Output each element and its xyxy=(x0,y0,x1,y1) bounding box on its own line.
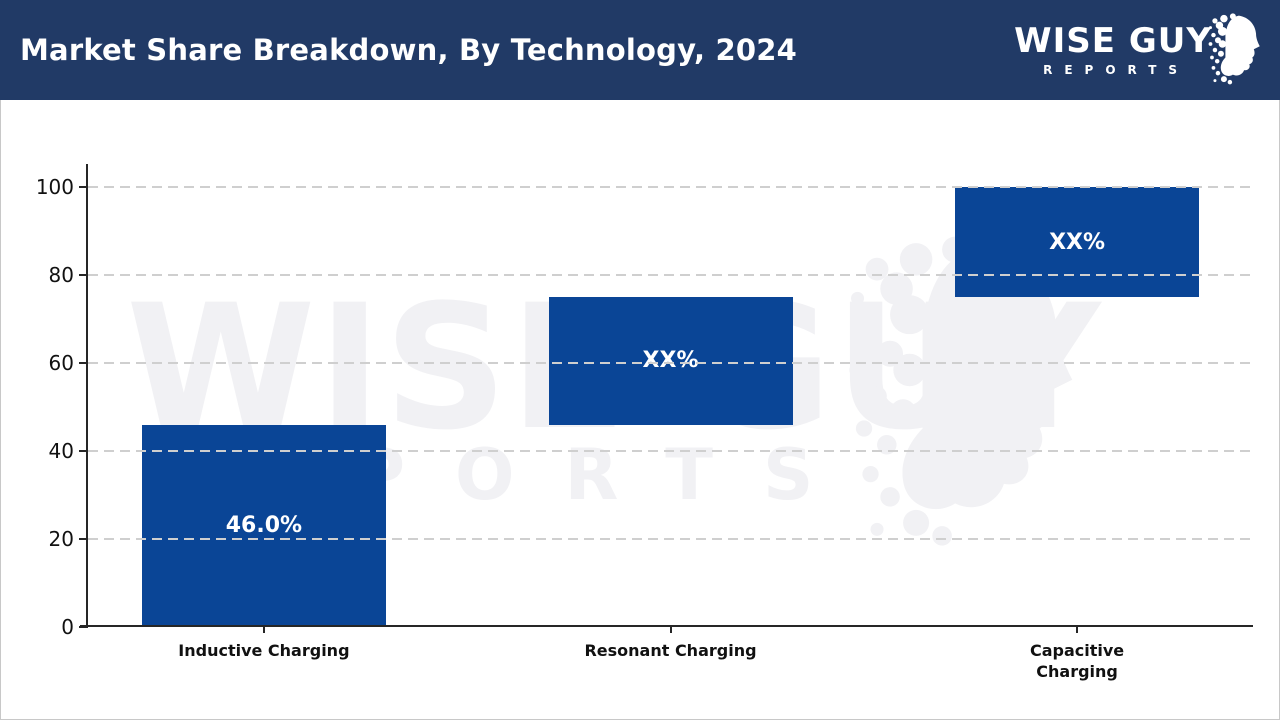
y-tick-label: 40 xyxy=(48,439,74,463)
plot-area: 46.0% XX% XX% 0 20 40 60 80 100 Inductive Chargin… xyxy=(36,164,1253,681)
x-tick-mark xyxy=(1076,627,1079,633)
brand-logo: WISE GUY REPORTS xyxy=(1014,0,1262,100)
x-tick-label: Resonant Charging xyxy=(584,641,757,660)
y-tick-label: 100 xyxy=(35,175,74,199)
gridline xyxy=(88,450,1253,452)
x-tick-mark xyxy=(669,627,672,633)
y-tick-label: 0 xyxy=(61,615,74,639)
bar-segment: XX% xyxy=(548,297,793,425)
header-bar: Market Share Breakdown, By Technology, 2… xyxy=(0,0,1280,100)
bar-segment: 46.0% xyxy=(141,424,386,627)
bar-value-label: 46.0% xyxy=(225,513,303,539)
y-tick-mark xyxy=(79,626,88,628)
x-axis-spine xyxy=(80,625,1253,627)
page-title: Market Share Breakdown, By Technology, 2… xyxy=(20,33,798,67)
wiseguy-face-icon xyxy=(1208,13,1260,85)
gridline xyxy=(88,362,1253,364)
x-tick-label: Capacitive Charging xyxy=(1029,641,1125,681)
y-tick-mark xyxy=(79,450,88,452)
gridline xyxy=(88,186,1253,188)
y-tick-mark xyxy=(79,274,88,276)
bar-value-label: XX% xyxy=(1049,229,1106,255)
y-tick-label: 20 xyxy=(48,527,74,551)
x-tick-label: Inductive Charging xyxy=(178,641,350,660)
y-axis-spine xyxy=(86,164,88,627)
brand-subtext: REPORTS xyxy=(1043,62,1190,77)
y-tick-label: 60 xyxy=(48,351,74,375)
brand-logo-text: WISE GUY REPORTS xyxy=(1014,24,1212,77)
bar-value-label: XX% xyxy=(642,348,699,374)
brand-wordmark: WISE GUY xyxy=(1014,20,1212,61)
x-tick-mark xyxy=(262,627,265,633)
y-tick-label: 80 xyxy=(48,263,74,287)
gridline xyxy=(88,538,1253,540)
gridline xyxy=(88,274,1253,276)
bar-segment: XX% xyxy=(955,187,1200,297)
y-tick-mark xyxy=(79,538,88,540)
y-tick-mark xyxy=(79,186,88,188)
y-tick-mark xyxy=(79,362,88,364)
